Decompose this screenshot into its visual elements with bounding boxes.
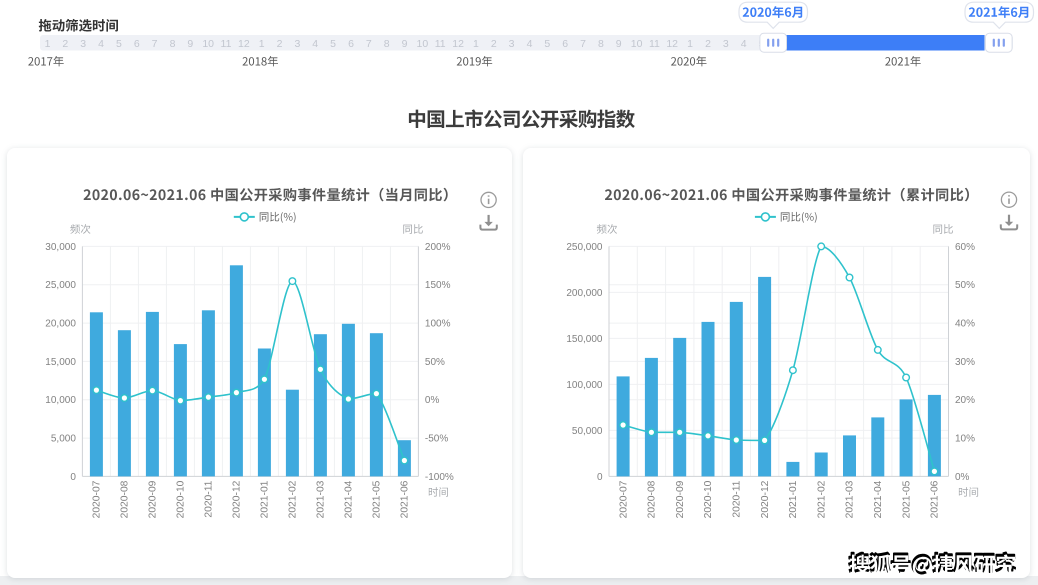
svg-text:9: 9 <box>402 38 408 50</box>
svg-text:60%: 60% <box>955 242 975 253</box>
svg-text:30,000: 30,000 <box>45 242 76 253</box>
svg-text:2021-02: 2021-02 <box>288 480 299 518</box>
svg-text:4: 4 <box>312 38 318 50</box>
svg-text:200,000: 200,000 <box>566 288 603 299</box>
svg-text:2021-03: 2021-03 <box>316 480 327 518</box>
svg-text:10: 10 <box>202 38 214 50</box>
svg-text:2020-10: 2020-10 <box>703 480 714 518</box>
svg-text:2021-02: 2021-02 <box>816 480 827 518</box>
svg-text:1: 1 <box>687 38 693 50</box>
svg-text:11: 11 <box>435 38 446 50</box>
svg-text:2020-11: 2020-11 <box>204 480 215 517</box>
svg-text:2021-05: 2021-05 <box>901 480 912 518</box>
svg-text:2021-01: 2021-01 <box>788 480 799 518</box>
svg-text:2: 2 <box>62 38 68 50</box>
svg-text:12: 12 <box>666 38 678 50</box>
svg-text:0%: 0% <box>955 472 970 483</box>
svg-text:2: 2 <box>277 38 283 50</box>
svg-text:6: 6 <box>348 38 354 50</box>
svg-text:1: 1 <box>259 38 265 50</box>
svg-text:2021-06: 2021-06 <box>930 480 941 518</box>
svg-text:3: 3 <box>294 38 300 50</box>
svg-text:5,000: 5,000 <box>51 434 76 445</box>
svg-text:-100%: -100% <box>425 472 454 483</box>
svg-text:2: 2 <box>705 38 711 50</box>
svg-text:2020-09: 2020-09 <box>675 480 686 518</box>
svg-text:4: 4 <box>741 38 747 50</box>
svg-text:11: 11 <box>221 38 232 50</box>
svg-text:150%: 150% <box>425 280 451 291</box>
svg-text:8: 8 <box>598 38 604 50</box>
svg-text:2020-12: 2020-12 <box>232 480 243 518</box>
svg-text:10: 10 <box>631 38 643 50</box>
svg-text:100,000: 100,000 <box>566 380 603 391</box>
svg-text:4: 4 <box>98 38 104 50</box>
svg-text:8: 8 <box>384 38 390 50</box>
svg-text:2020-11: 2020-11 <box>732 480 743 517</box>
svg-text:1: 1 <box>45 38 51 50</box>
svg-text:2020-07: 2020-07 <box>618 480 629 518</box>
svg-text:12: 12 <box>452 38 464 50</box>
svg-text:5: 5 <box>544 38 550 50</box>
svg-text:5: 5 <box>116 38 122 50</box>
svg-text:7: 7 <box>152 38 158 50</box>
svg-text:10: 10 <box>417 38 429 50</box>
svg-text:9: 9 <box>187 38 193 50</box>
svg-text:15,000: 15,000 <box>45 357 76 368</box>
svg-text:2020-07: 2020-07 <box>92 480 103 518</box>
svg-text:30%: 30% <box>955 357 975 368</box>
svg-text:10,000: 10,000 <box>45 395 76 406</box>
svg-text:2: 2 <box>491 38 497 50</box>
svg-text:2020-10: 2020-10 <box>176 480 187 518</box>
svg-text:150,000: 150,000 <box>566 334 603 345</box>
svg-text:7: 7 <box>366 38 372 50</box>
svg-text:8: 8 <box>170 38 176 50</box>
svg-text:2021-06: 2021-06 <box>400 480 411 518</box>
svg-text:-50%: -50% <box>425 434 448 445</box>
svg-text:10%: 10% <box>955 434 975 445</box>
svg-text:250,000: 250,000 <box>566 242 603 253</box>
svg-text:6: 6 <box>562 38 568 50</box>
svg-text:100%: 100% <box>425 319 451 330</box>
svg-text:2020-12: 2020-12 <box>760 480 771 518</box>
svg-text:2021-03: 2021-03 <box>845 480 856 518</box>
svg-text:9: 9 <box>616 38 622 50</box>
svg-text:3: 3 <box>80 38 86 50</box>
svg-text:20,000: 20,000 <box>45 319 76 330</box>
svg-text:25,000: 25,000 <box>45 280 76 291</box>
svg-text:2021-01: 2021-01 <box>260 480 271 518</box>
svg-text:0: 0 <box>70 472 76 483</box>
svg-text:1: 1 <box>473 38 479 50</box>
svg-text:6: 6 <box>134 38 140 50</box>
svg-text:40%: 40% <box>955 319 975 330</box>
svg-text:5: 5 <box>330 38 336 50</box>
svg-text:2020-08: 2020-08 <box>647 480 658 518</box>
svg-text:2021-05: 2021-05 <box>372 480 383 518</box>
svg-text:3: 3 <box>509 38 515 50</box>
svg-text:4: 4 <box>527 38 533 50</box>
svg-text:2021-04: 2021-04 <box>344 480 355 518</box>
svg-text:50%: 50% <box>955 280 975 291</box>
svg-text:50,000: 50,000 <box>572 426 603 437</box>
svg-text:7: 7 <box>580 38 586 50</box>
svg-text:2020-08: 2020-08 <box>120 480 131 518</box>
svg-text:20%: 20% <box>955 395 975 406</box>
svg-text:11: 11 <box>649 38 660 50</box>
svg-text:200%: 200% <box>425 242 451 253</box>
svg-text:50%: 50% <box>425 357 445 368</box>
svg-text:3: 3 <box>723 38 729 50</box>
svg-text:2020-09: 2020-09 <box>148 480 159 518</box>
svg-text:0: 0 <box>597 472 603 483</box>
svg-text:0%: 0% <box>425 395 440 406</box>
svg-text:12: 12 <box>238 38 250 50</box>
svg-text:2021-04: 2021-04 <box>873 480 884 518</box>
